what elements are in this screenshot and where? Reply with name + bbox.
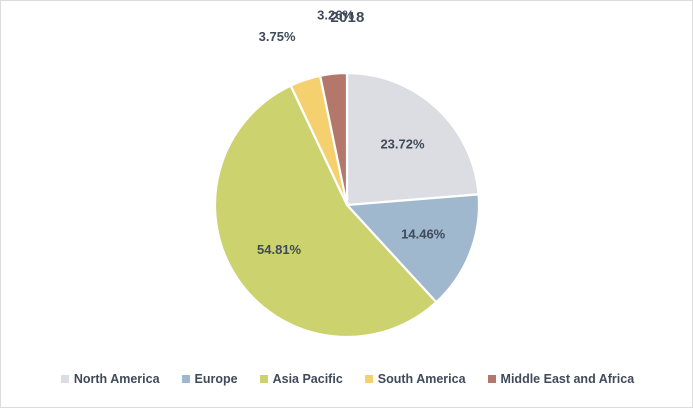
legend-swatch-icon bbox=[487, 375, 496, 384]
pie-slice-asia-pacific[interactable] bbox=[213, 84, 438, 339]
pie-slice-europe[interactable] bbox=[345, 193, 481, 304]
pie-value-label-north-america: 23.72% bbox=[380, 136, 425, 151]
pie-svg: 23.72% 14.46% 54.81% 3.75% 3.26% bbox=[213, 7, 481, 339]
chart-title: 2018 bbox=[330, 9, 365, 26]
legend-swatch-icon bbox=[364, 375, 373, 384]
legend-swatch-icon bbox=[259, 375, 268, 384]
legend-item-europe[interactable]: Europe bbox=[181, 372, 238, 386]
legend-swatch-icon bbox=[181, 375, 190, 384]
pie-slice-group bbox=[213, 71, 481, 339]
legend-swatch-icon bbox=[60, 375, 69, 384]
pie-value-label-middle-east-and-africa: 3.26% bbox=[317, 7, 354, 22]
legend-item-middle-east-and-africa[interactable]: Middle East and Africa bbox=[487, 372, 635, 386]
pie-plot-area: 23.72% 14.46% 54.81% 3.75% 3.26% bbox=[1, 1, 692, 361]
legend-item-label: Europe bbox=[194, 372, 238, 386]
pie-slice-north-america[interactable] bbox=[345, 71, 480, 207]
pie-label-group: 23.72% 14.46% 54.81% 3.75% 3.26% bbox=[257, 7, 446, 257]
legend-item-label: North America bbox=[73, 372, 160, 386]
legend-item-label: Asia Pacific bbox=[272, 372, 343, 386]
legend-item-south-america[interactable]: South America bbox=[364, 372, 466, 386]
legend-item-label: Middle East and Africa bbox=[500, 372, 635, 386]
pie-slice-middle-east-and-africa[interactable] bbox=[319, 71, 349, 207]
chart-legend: North America Europe Asia Pacific South Ame… bbox=[1, 372, 692, 386]
legend-item-asia-pacific[interactable]: Asia Pacific bbox=[259, 372, 343, 386]
pie-value-label-asia-pacific: 54.81% bbox=[257, 242, 302, 257]
legend-item-north-america[interactable]: North America bbox=[60, 372, 160, 386]
legend-item-label: South America bbox=[377, 372, 466, 386]
pie-value-label-south-america: 3.75% bbox=[259, 29, 296, 44]
pie-value-label-europe: 14.46% bbox=[401, 226, 446, 241]
